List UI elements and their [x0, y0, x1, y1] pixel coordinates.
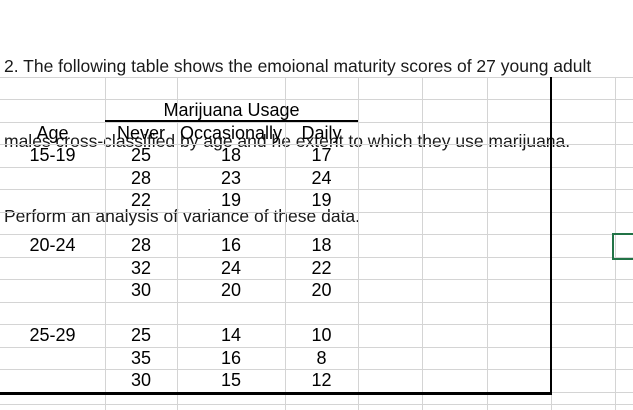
problem-line-3: Perform an analysis of variance of these… — [4, 206, 361, 226]
data-cell[interactable]: 28 — [130, 235, 152, 255]
selected-cell-indicator[interactable] — [612, 233, 633, 260]
data-cell[interactable]: 22 — [130, 190, 152, 210]
data-cell[interactable]: 12 — [311, 370, 332, 390]
gridline-horizontal — [0, 212, 633, 213]
data-cell[interactable]: 25 — [130, 325, 152, 345]
header-cell-never[interactable]: Never — [116, 123, 165, 143]
data-cell[interactable]: 25 — [130, 145, 152, 165]
header-cell-occasionally[interactable]: Occasionally — [179, 123, 283, 143]
data-cell[interactable]: 28 — [130, 168, 152, 188]
data-cell[interactable]: 24 — [311, 168, 332, 188]
gridline-vertical — [358, 77, 359, 410]
gridline-horizontal — [0, 144, 633, 145]
gridline-horizontal — [0, 369, 633, 370]
data-cell[interactable]: 20 — [311, 280, 332, 300]
gridline-horizontal — [0, 122, 633, 123]
age-group-label[interactable]: 25-29 — [29, 325, 76, 345]
data-cell[interactable]: 30 — [130, 280, 152, 300]
spanner-cell-marijuana-usage[interactable]: Marijuana Usage — [163, 100, 300, 120]
gridline-horizontal — [0, 347, 633, 348]
data-cell[interactable]: 14 — [220, 325, 242, 345]
spanner-underline-border — [105, 120, 358, 122]
data-cell[interactable]: 18 — [220, 145, 242, 165]
gridline-vertical — [422, 77, 423, 410]
gridline-vertical — [285, 77, 286, 410]
gridline-horizontal — [0, 302, 633, 303]
gridline-horizontal — [0, 404, 633, 405]
gridline-vertical — [177, 77, 178, 410]
data-cell[interactable]: 15 — [220, 370, 242, 390]
gridline-horizontal — [0, 324, 633, 325]
table-right-border — [550, 77, 552, 395]
data-cell[interactable]: 17 — [311, 145, 332, 165]
gridline-horizontal — [0, 77, 633, 78]
gridline-horizontal — [0, 279, 633, 280]
data-cell[interactable]: 30 — [130, 370, 152, 390]
data-cell[interactable]: 10 — [311, 325, 332, 345]
data-cell[interactable]: 32 — [130, 258, 152, 278]
problem-line-2: males cross-classified by age and he ext… — [4, 131, 571, 151]
age-group-label[interactable]: 20-24 — [29, 235, 76, 255]
data-cell[interactable]: 16 — [220, 235, 242, 255]
gridline-horizontal — [0, 257, 633, 258]
data-cell[interactable]: 18 — [311, 235, 332, 255]
data-cell[interactable]: 16 — [220, 348, 242, 368]
gridline-horizontal — [0, 99, 633, 100]
problem-statement: 2. The following table shows the emoiona… — [4, 4, 632, 279]
gridline-vertical — [487, 77, 488, 410]
data-cell[interactable]: 20 — [220, 280, 242, 300]
gridline-vertical — [615, 77, 616, 410]
table-bottom-border — [0, 392, 552, 395]
data-cell[interactable]: 19 — [220, 190, 242, 210]
data-cell[interactable]: 24 — [220, 258, 242, 278]
gridline-horizontal — [0, 234, 633, 235]
gridline-horizontal — [0, 189, 633, 190]
data-cell[interactable]: 22 — [311, 258, 332, 278]
age-group-label[interactable]: 15-19 — [29, 145, 76, 165]
data-cell[interactable]: 23 — [220, 168, 242, 188]
gridline-horizontal — [0, 167, 633, 168]
header-cell-age[interactable]: Age — [36, 123, 69, 143]
header-cell-daily[interactable]: Daily — [301, 123, 342, 143]
problem-line-1: 2. The following table shows the emoiona… — [4, 56, 592, 76]
data-cell[interactable]: 35 — [130, 348, 152, 368]
data-cell[interactable]: 8 — [316, 348, 327, 368]
data-cell[interactable]: 19 — [311, 190, 332, 210]
gridline-vertical — [105, 77, 106, 410]
